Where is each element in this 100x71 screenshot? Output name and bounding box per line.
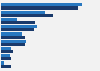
Bar [1,3,82,6]
Bar [1,61,4,65]
Bar [1,43,25,46]
Bar [1,36,25,39]
Bar [1,65,11,68]
Bar [1,6,78,10]
Bar [1,21,35,24]
Bar [1,50,13,53]
Bar [1,57,11,60]
Bar [1,11,45,14]
Bar [1,25,37,28]
Bar [1,14,53,17]
Bar [1,28,34,31]
Bar [1,47,11,50]
Bar [1,32,22,36]
Bar [1,40,26,43]
Bar [1,54,10,57]
Bar [1,18,17,21]
